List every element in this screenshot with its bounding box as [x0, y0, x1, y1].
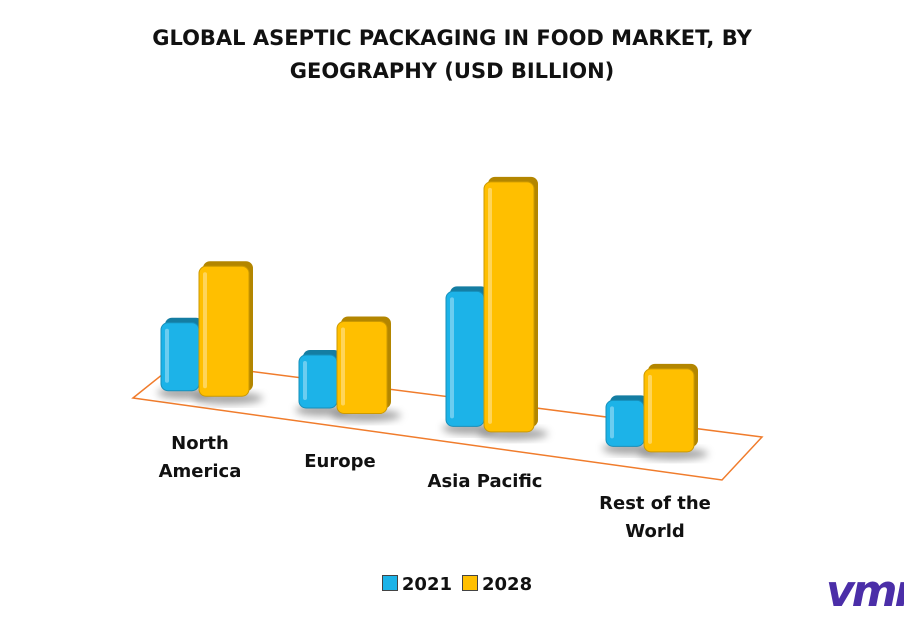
bar-highlight — [488, 187, 492, 424]
bar — [643, 368, 695, 453]
bar — [198, 265, 250, 397]
x-tick-label: Europe — [304, 451, 376, 472]
bar — [336, 321, 388, 414]
legend: 2021 2028 — [0, 574, 904, 595]
legend-swatch — [381, 575, 398, 591]
bar — [483, 181, 535, 433]
chart-title: GLOBAL ASEPTIC PACKAGING IN FOOD MARKET,… — [152, 26, 752, 83]
bar-highlight — [303, 361, 307, 400]
bar-highlight — [165, 328, 169, 383]
bar-highlight — [203, 272, 207, 389]
bar-highlight — [648, 374, 652, 444]
bar-highlight — [610, 406, 614, 439]
legend-label: 2021 — [401, 574, 452, 595]
legend-label: 2028 — [482, 574, 533, 595]
x-tick-label: Rest of the World — [599, 493, 711, 542]
legend-swatch — [462, 575, 478, 591]
logo: vmr — [826, 566, 904, 617]
x-tick-label: Asia Pacific — [427, 471, 543, 492]
x-tick-label: North America — [158, 433, 242, 482]
bar-highlight — [341, 327, 345, 406]
bar-highlight — [450, 297, 454, 419]
